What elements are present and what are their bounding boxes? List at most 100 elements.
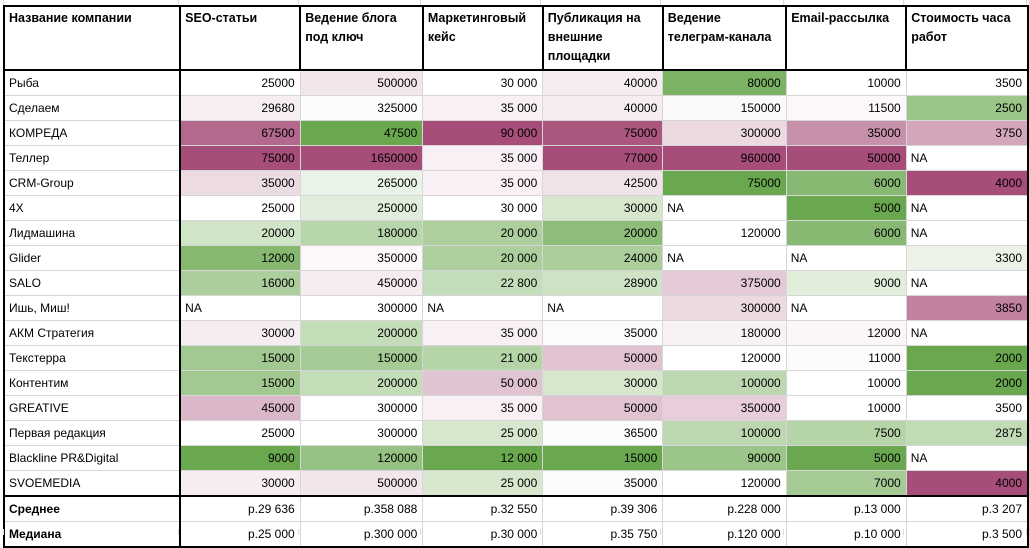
- column-header[interactable]: Ведение телеграм-канала: [661, 5, 788, 71]
- price-cell[interactable]: 28900: [542, 270, 664, 296]
- price-cell[interactable]: 36500: [542, 420, 664, 446]
- price-cell[interactable]: 25 000: [422, 470, 544, 497]
- price-cell[interactable]: NA: [662, 245, 787, 271]
- price-cell[interactable]: 4000: [906, 170, 1029, 196]
- price-cell[interactable]: 2000: [906, 370, 1029, 396]
- price-cell[interactable]: 7000: [786, 470, 907, 497]
- company-cell[interactable]: 4X: [2, 195, 182, 221]
- price-cell[interactable]: 35000: [542, 470, 664, 497]
- price-cell[interactable]: 35000: [786, 120, 907, 146]
- price-cell[interactable]: 5000: [786, 195, 907, 221]
- price-cell[interactable]: 150000: [300, 345, 424, 371]
- company-cell[interactable]: Glider: [2, 245, 182, 271]
- summary-value-cell[interactable]: р.35 750: [542, 521, 664, 548]
- summary-value-cell[interactable]: р.300 000: [300, 521, 424, 548]
- price-cell[interactable]: NA: [180, 295, 301, 321]
- price-cell[interactable]: 22 800: [422, 270, 544, 296]
- price-cell[interactable]: 200000: [300, 370, 424, 396]
- summary-label-cell[interactable]: Среднее: [2, 495, 182, 522]
- price-cell[interactable]: 30 000: [422, 70, 544, 96]
- column-header[interactable]: Маркетинговый кейс: [421, 5, 544, 71]
- price-cell[interactable]: 12000: [786, 320, 907, 346]
- price-cell[interactable]: 42500: [542, 170, 664, 196]
- company-cell[interactable]: Текстерра: [2, 345, 182, 371]
- price-cell[interactable]: 50000: [786, 145, 907, 171]
- price-cell[interactable]: NA: [906, 270, 1029, 296]
- price-cell[interactable]: 15000: [180, 370, 301, 396]
- price-cell[interactable]: 11000: [786, 345, 907, 371]
- price-cell[interactable]: NA: [906, 195, 1029, 221]
- price-cell[interactable]: 15000: [542, 445, 664, 471]
- column-header[interactable]: Стоимость часа работ: [905, 5, 1029, 71]
- price-cell[interactable]: 3750: [906, 120, 1029, 146]
- summary-value-cell[interactable]: р.10 000: [786, 521, 907, 548]
- price-cell[interactable]: 16000: [180, 270, 301, 296]
- price-cell[interactable]: 180000: [300, 220, 424, 246]
- price-cell[interactable]: 3500: [906, 70, 1029, 96]
- summary-value-cell[interactable]: р.25 000: [180, 521, 301, 548]
- price-cell[interactable]: 35 000: [422, 170, 544, 196]
- price-cell[interactable]: 2000: [906, 345, 1029, 371]
- price-cell[interactable]: 350000: [662, 395, 787, 421]
- price-cell[interactable]: 90 000: [422, 120, 544, 146]
- price-cell[interactable]: 35 000: [422, 395, 544, 421]
- price-cell[interactable]: 35 000: [422, 95, 544, 121]
- price-cell[interactable]: 90000: [662, 445, 787, 471]
- price-cell[interactable]: NA: [906, 220, 1029, 246]
- price-cell[interactable]: 35 000: [422, 145, 544, 171]
- price-cell[interactable]: 40000: [542, 70, 664, 96]
- company-cell[interactable]: Ишь, Миш!: [2, 295, 182, 321]
- price-cell[interactable]: 3850: [906, 295, 1029, 321]
- price-cell[interactable]: 5000: [786, 445, 907, 471]
- price-cell[interactable]: 30000: [542, 195, 664, 221]
- price-cell[interactable]: 120000: [300, 445, 424, 471]
- price-cell[interactable]: NA: [542, 295, 664, 321]
- column-header[interactable]: Ведение блога под ключ: [299, 5, 424, 71]
- price-cell[interactable]: 30000: [180, 320, 301, 346]
- price-cell[interactable]: 7500: [786, 420, 907, 446]
- price-cell[interactable]: 9000: [786, 270, 907, 296]
- price-cell[interactable]: 10000: [786, 395, 907, 421]
- price-cell[interactable]: 100000: [662, 370, 787, 396]
- price-cell[interactable]: 2875: [906, 420, 1029, 446]
- summary-value-cell[interactable]: р.30 000: [422, 521, 544, 548]
- price-cell[interactable]: 2500: [906, 95, 1029, 121]
- price-cell[interactable]: 50000: [542, 345, 664, 371]
- price-cell[interactable]: NA: [906, 445, 1029, 471]
- summary-value-cell[interactable]: р.3 207: [906, 495, 1029, 522]
- price-cell[interactable]: 300000: [300, 395, 424, 421]
- price-cell[interactable]: 300000: [662, 295, 787, 321]
- price-cell[interactable]: 10000: [786, 370, 907, 396]
- price-cell[interactable]: 500000: [300, 470, 424, 497]
- price-cell[interactable]: 30000: [542, 370, 664, 396]
- price-cell[interactable]: 4000: [906, 470, 1029, 497]
- summary-value-cell[interactable]: р.3 500: [906, 521, 1029, 548]
- summary-value-cell[interactable]: р.13 000: [786, 495, 907, 522]
- summary-label-cell[interactable]: Медиана: [2, 521, 182, 548]
- price-cell[interactable]: 21 000: [422, 345, 544, 371]
- price-cell[interactable]: 35000: [542, 320, 664, 346]
- price-cell[interactable]: NA: [786, 245, 907, 271]
- price-cell[interactable]: 350000: [300, 245, 424, 271]
- company-cell[interactable]: SVOEMEDIA: [2, 470, 182, 497]
- price-cell[interactable]: 200000: [300, 320, 424, 346]
- company-cell[interactable]: SALO: [2, 270, 182, 296]
- price-cell[interactable]: 9000: [180, 445, 301, 471]
- price-cell[interactable]: NA: [906, 145, 1029, 171]
- price-cell[interactable]: 30 000: [422, 195, 544, 221]
- summary-value-cell[interactable]: р.29 636: [180, 495, 301, 522]
- price-cell[interactable]: 50 000: [422, 370, 544, 396]
- company-cell[interactable]: Первая редакция: [2, 420, 182, 446]
- price-cell[interactable]: 1650000: [300, 145, 424, 171]
- price-cell[interactable]: 375000: [662, 270, 787, 296]
- price-cell[interactable]: 120000: [662, 345, 787, 371]
- price-cell[interactable]: 20 000: [422, 245, 544, 271]
- summary-value-cell[interactable]: р.358 088: [300, 495, 424, 522]
- price-cell[interactable]: 300000: [662, 120, 787, 146]
- price-cell[interactable]: 29680: [180, 95, 301, 121]
- price-cell[interactable]: 10000: [786, 70, 907, 96]
- price-cell[interactable]: NA: [662, 195, 787, 221]
- price-cell[interactable]: 75000: [542, 120, 664, 146]
- price-cell[interactable]: 40000: [542, 95, 664, 121]
- price-cell[interactable]: NA: [786, 295, 907, 321]
